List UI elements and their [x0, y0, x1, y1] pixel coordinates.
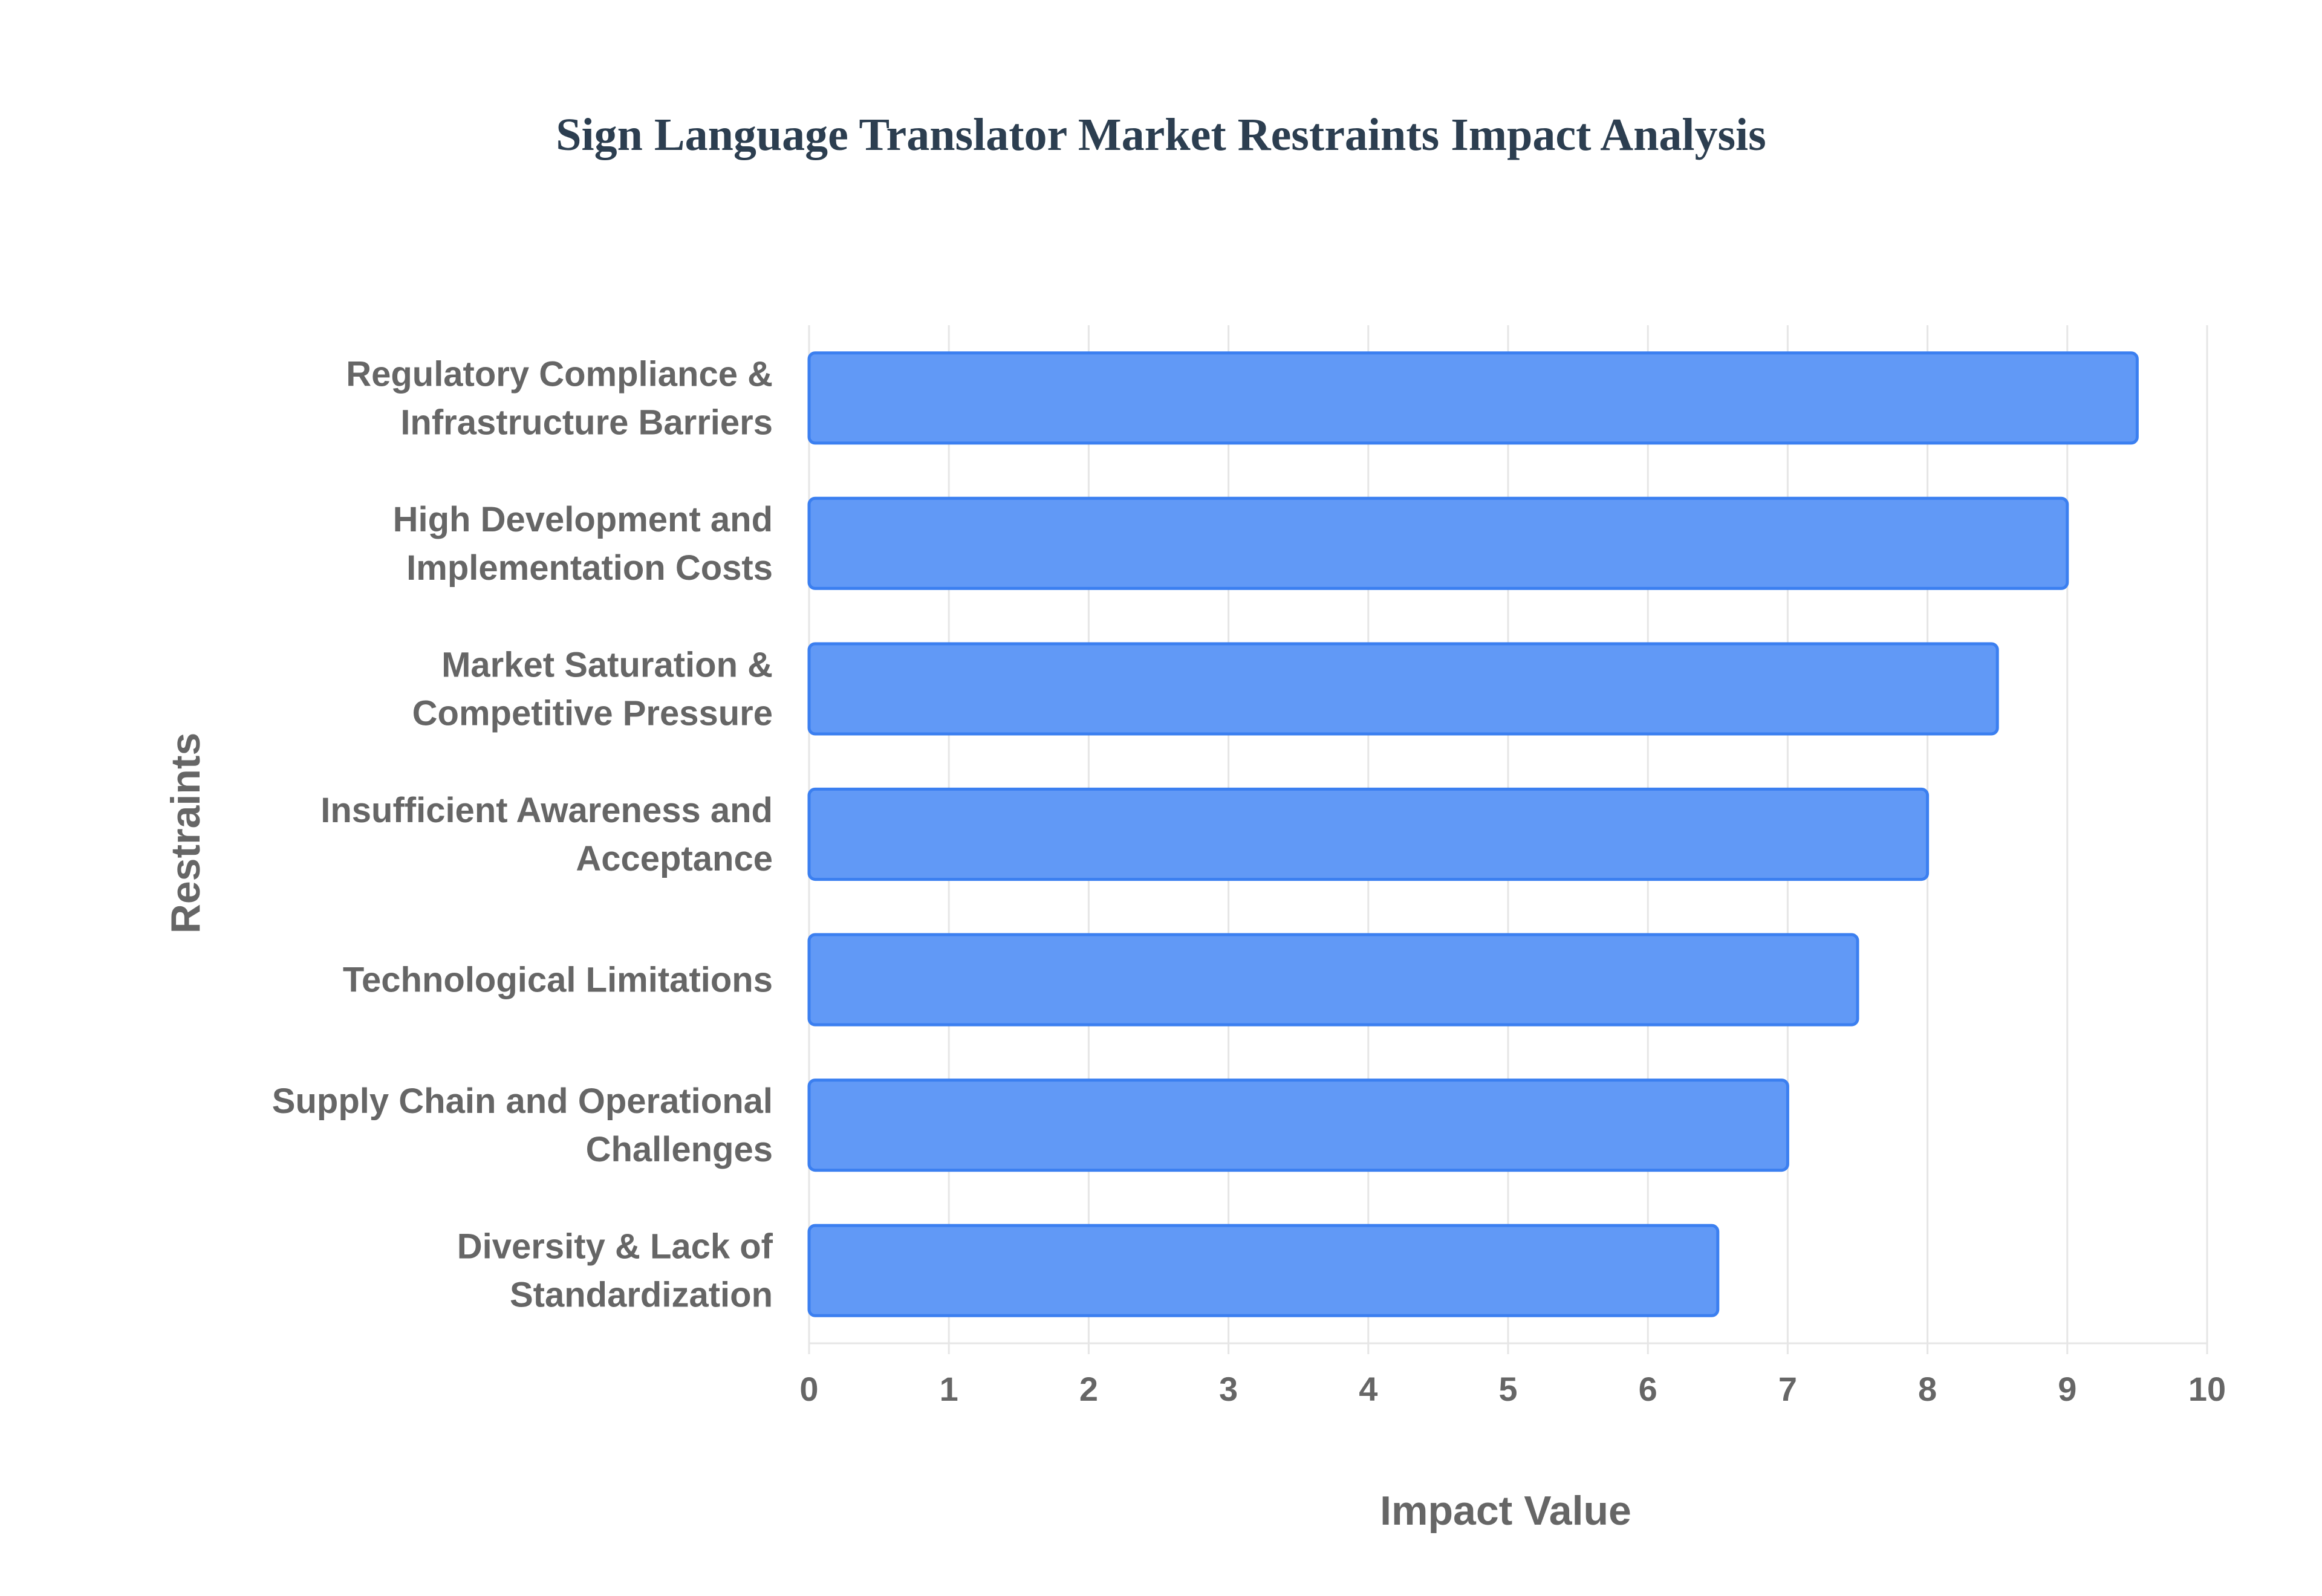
- y-category-label-line: Supply Chain and Operational: [272, 1082, 773, 1121]
- y-category-label-line: Acceptance: [576, 839, 773, 878]
- x-tick-label: 0: [799, 1370, 818, 1408]
- y-category-label-line: Competitive Pressure: [412, 693, 773, 733]
- y-category-label: Supply Chain and Operational Challenges: [272, 1082, 773, 1169]
- x-axis-ticks: 0 1 2 3 4 5 6 7 8 9 10: [799, 1370, 2226, 1408]
- x-tick-label: 7: [1778, 1370, 1797, 1408]
- x-tick-label: 5: [1498, 1370, 1517, 1408]
- y-category-label-line: Technological Limitations: [343, 961, 773, 1000]
- y-category-label-line: Challenges: [586, 1130, 773, 1169]
- bar: [807, 351, 2139, 445]
- y-category-label-line: Standardization: [510, 1276, 773, 1315]
- y-axis-title: Restraints: [163, 733, 209, 934]
- y-category-label: Diversity & Lack of Standardization: [457, 1227, 773, 1315]
- y-category-label-line: Infrastructure Barriers: [400, 403, 773, 442]
- x-tick-label: 2: [1079, 1370, 1098, 1408]
- y-category-label-line: High Development and: [393, 500, 773, 539]
- x-tick-label: 3: [1219, 1370, 1238, 1408]
- x-tick-label: 9: [2058, 1370, 2076, 1408]
- bar: [807, 642, 1999, 736]
- y-category-label-line: Diversity & Lack of: [457, 1227, 773, 1267]
- y-category-label: Market Saturation & Competitive Pressure: [412, 645, 773, 733]
- y-category-label: Regulatory Compliance & Infrastructure Ba…: [346, 354, 773, 442]
- y-axis-categories: Regulatory Compliance & Infrastructure Ba…: [272, 354, 773, 1314]
- y-category-label-line: Insufficient Awareness and: [320, 791, 773, 830]
- y-category-label: High Development and Implementation Costs: [393, 500, 773, 588]
- y-category-label: Insufficient Awareness and Acceptance: [320, 791, 773, 878]
- y-category-label-line: Market Saturation &: [441, 645, 773, 684]
- y-category-label-line: Regulatory Compliance &: [346, 354, 773, 394]
- bar: [807, 1079, 1789, 1172]
- x-tick-label: 6: [1639, 1370, 1657, 1408]
- bar: [807, 933, 1859, 1027]
- x-tick-label: 1: [940, 1370, 958, 1408]
- bar: [807, 787, 1930, 881]
- x-tick-label: 4: [1359, 1370, 1377, 1408]
- x-tick-label: 10: [2188, 1370, 2226, 1408]
- x-tick-label: 8: [1918, 1370, 1937, 1408]
- x-axis-title: Impact Value: [1380, 1488, 1631, 1534]
- y-category-label-line: Implementation Costs: [406, 548, 773, 588]
- bar: [807, 496, 2069, 590]
- bars: [807, 351, 2139, 1317]
- bar: [807, 1224, 1720, 1317]
- y-category-label: Technological Limitations: [343, 961, 773, 1000]
- chart-title: Sign Language Translator Market Restrain…: [556, 109, 1766, 160]
